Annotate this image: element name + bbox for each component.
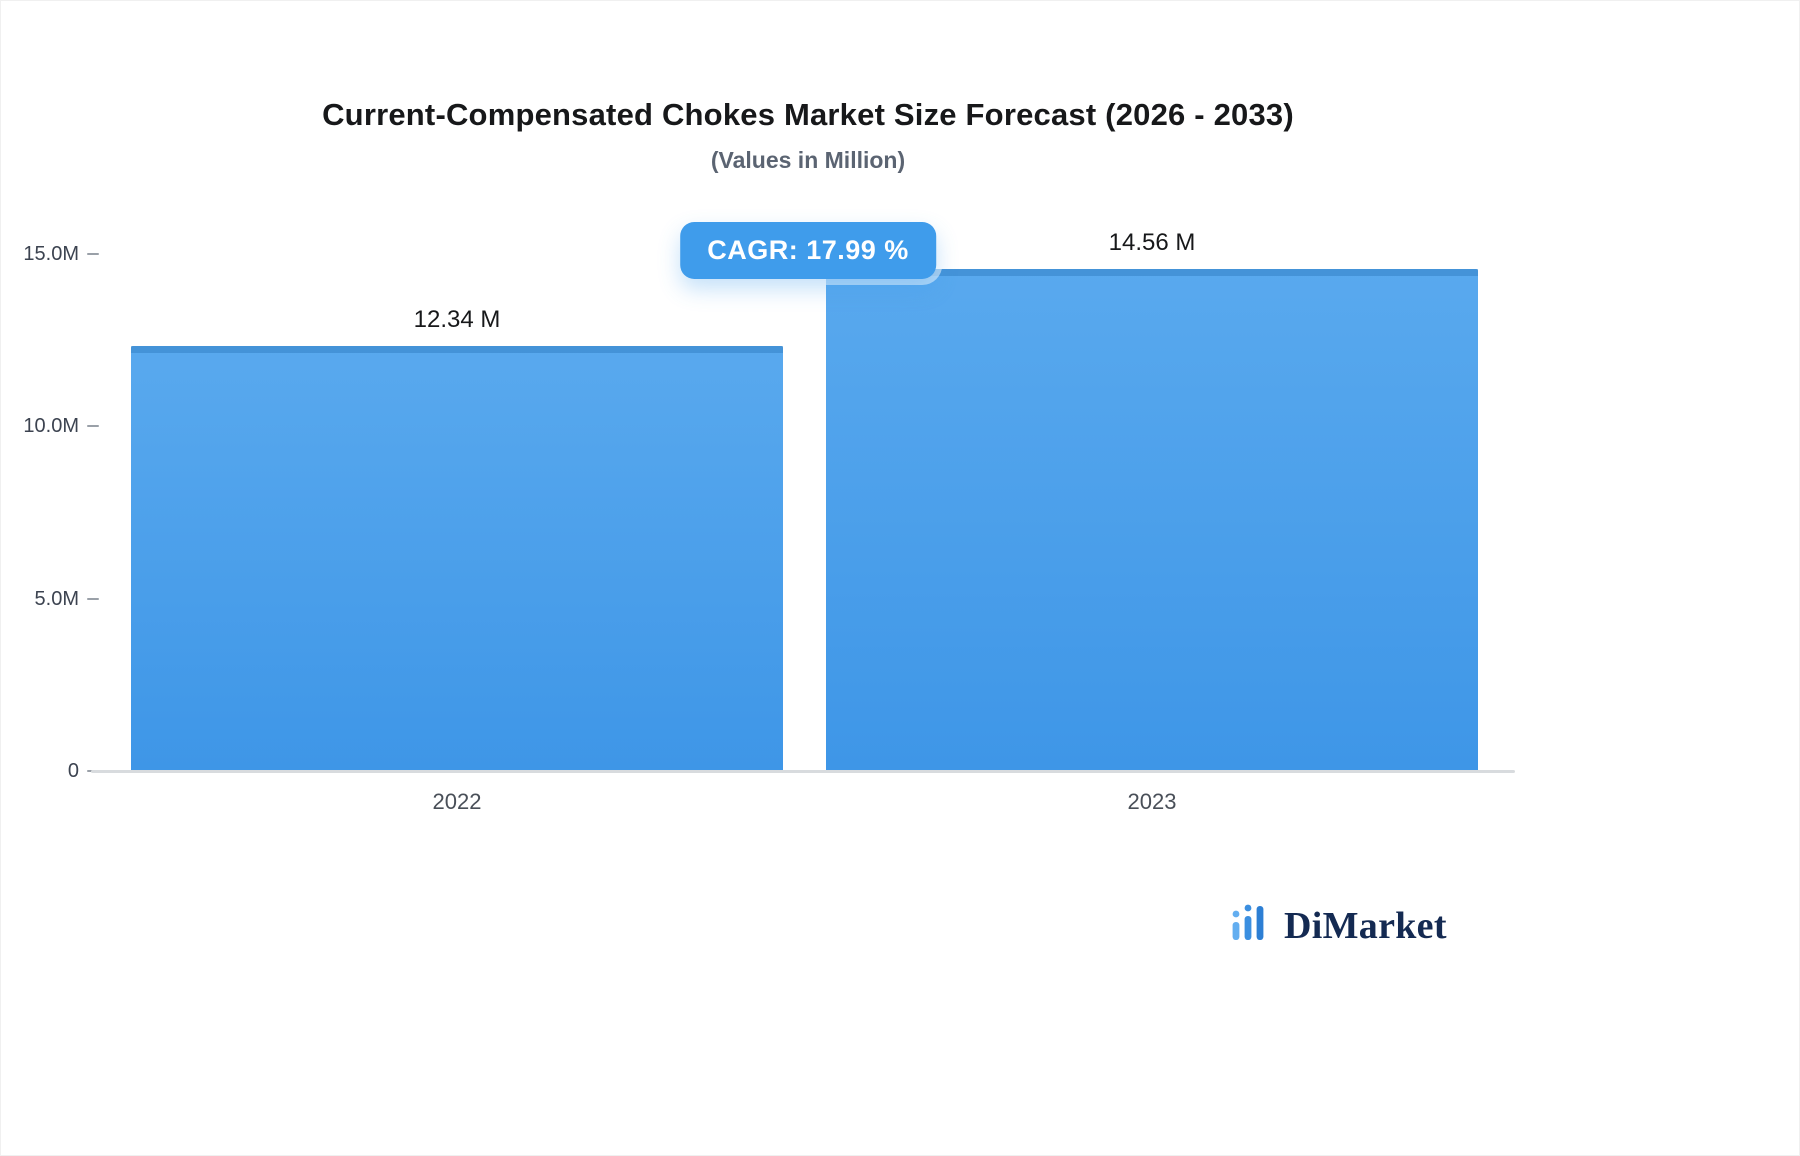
y-axis-tick-label: 5.0M [34,587,79,610]
y-axis-tick-label: 0 [67,760,79,782]
chart-title: Current-Compensated Chokes Market Size F… [322,97,1294,132]
brand-name: DiMarket [1284,904,1447,947]
cagr-badge: CAGR: 17.99 % [680,222,936,279]
chart-subtitle: (Values in Million) [710,147,906,173]
bar-value-label: 14.56 M [1108,229,1196,257]
y-axis-tick-label: 10.0M [23,415,79,438]
bar-value-label: 12.34 M [413,305,501,333]
y-axis-tick-mark [87,425,99,428]
x-axis-category-label: 2022 [432,789,482,814]
x-axis-category-label: 2023 [1127,789,1177,814]
plot-area: 12.34 M 2022 14.56 M 2023 [106,229,1511,814]
brand-logo: DiMarket [1229,902,1447,949]
chart-header: Current-Compensated Chokes Market Size F… [1,97,1615,174]
y-axis: 0 5.0M 10.0M 15.0M [1,243,101,782]
bar-2022[interactable] [131,345,783,771]
bar-chart-logo-icon [1229,902,1273,949]
y-axis-tick-label: 15.0M [23,243,79,265]
y-axis-tick-mark [87,253,99,255]
y-axis-tick-mark [87,597,99,600]
bar-2023[interactable] [826,269,1478,771]
bar-top-cap [131,345,783,353]
bar-top-cap [826,269,1478,277]
x-axis-line [91,770,1515,773]
